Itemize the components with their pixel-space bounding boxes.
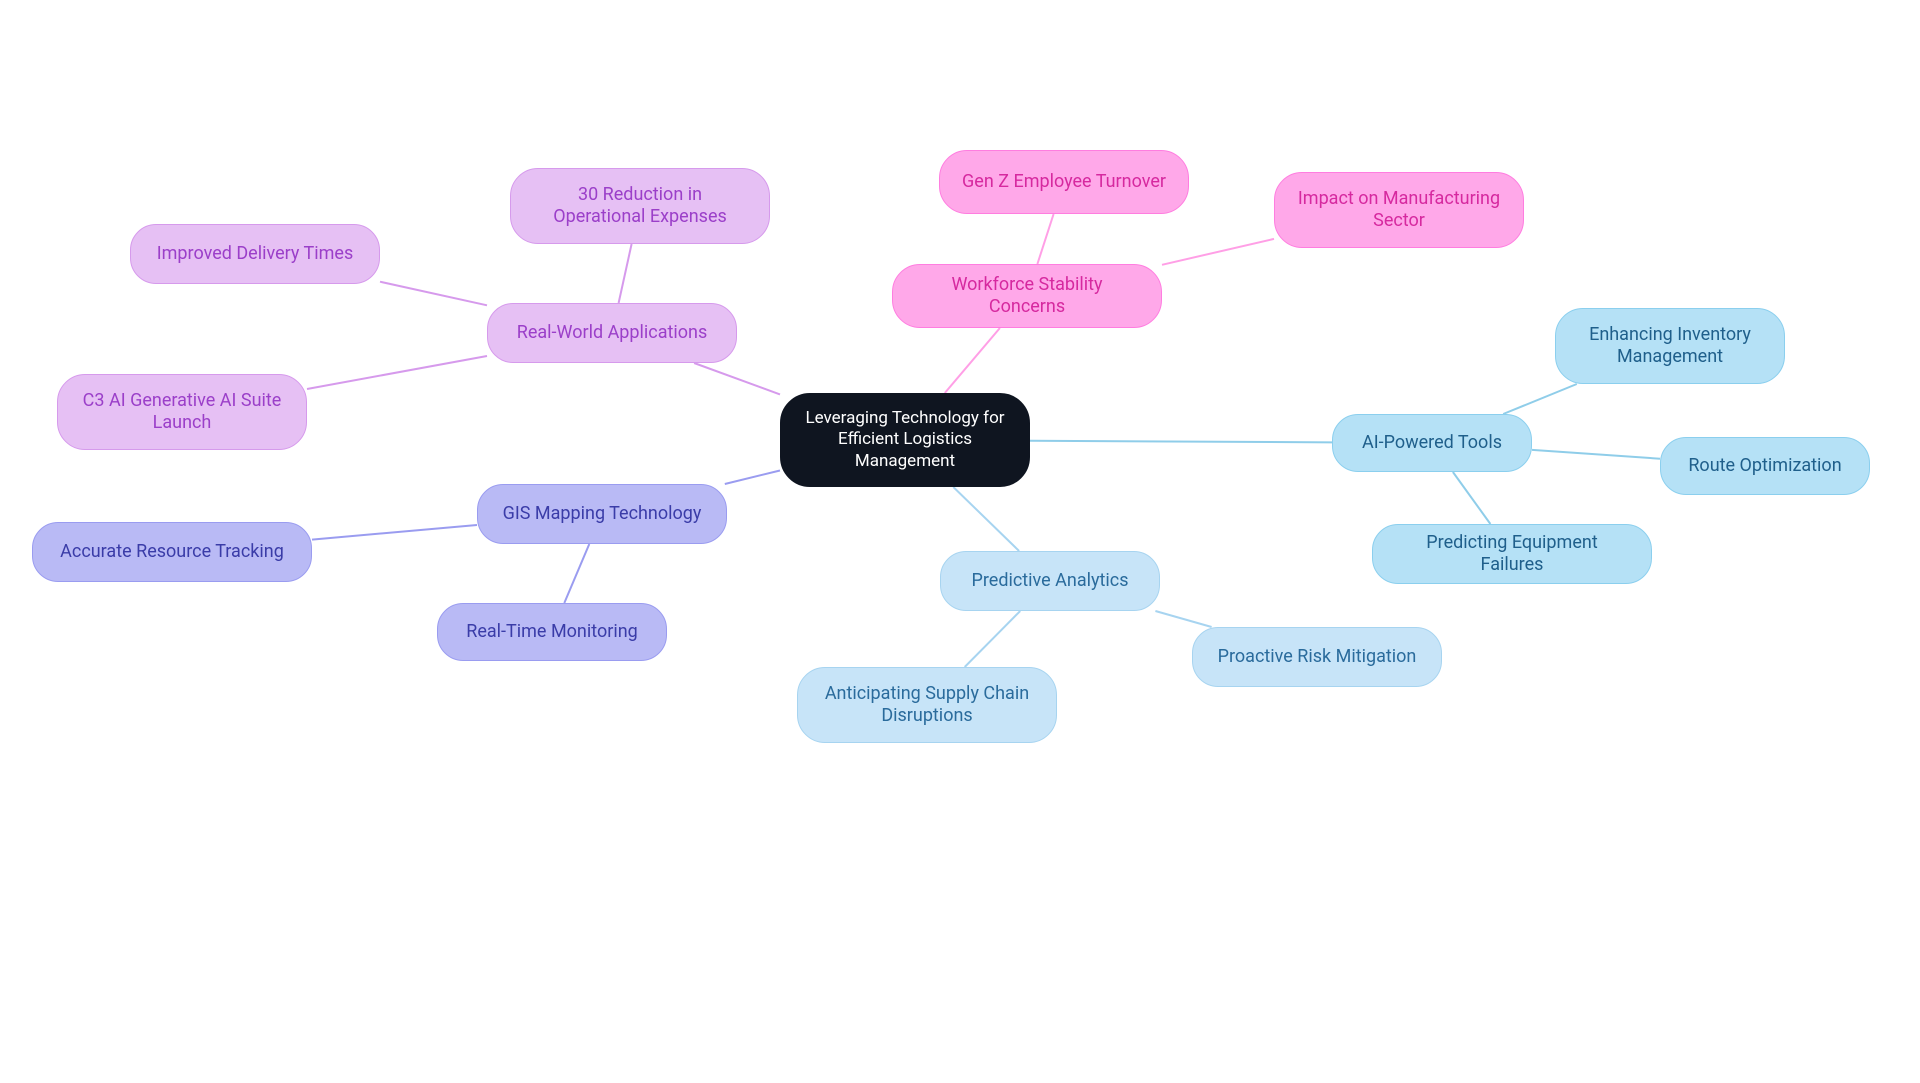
node-expenses[interactable]: 30 Reduction in Operational Expenses: [510, 168, 770, 244]
edge-realworld-c3ai: [307, 356, 487, 389]
node-label: Predicting Equipment Failures: [1395, 532, 1629, 577]
node-route[interactable]: Route Optimization: [1660, 437, 1870, 495]
node-supply[interactable]: Anticipating Supply Chain Disruptions: [797, 667, 1057, 743]
node-label: Anticipating Supply Chain Disruptions: [820, 683, 1034, 728]
node-label: GIS Mapping Technology: [503, 503, 702, 526]
node-realworld[interactable]: Real-World Applications: [487, 303, 737, 363]
node-mfg[interactable]: Impact on Manufacturing Sector: [1274, 172, 1524, 248]
node-label: AI-Powered Tools: [1362, 432, 1502, 455]
edge-center-ai: [1030, 441, 1332, 443]
edge-ai-route: [1532, 450, 1660, 459]
edge-predictive-supply: [965, 611, 1021, 667]
node-equip[interactable]: Predicting Equipment Failures: [1372, 524, 1652, 584]
edge-realworld-expenses: [619, 244, 632, 303]
node-label: 30 Reduction in Operational Expenses: [533, 184, 747, 229]
node-label: Leveraging Technology for Efficient Logi…: [803, 408, 1007, 472]
node-inventory[interactable]: Enhancing Inventory Management: [1555, 308, 1785, 384]
node-genz[interactable]: Gen Z Employee Turnover: [939, 150, 1189, 214]
edge-gis-realtime: [564, 544, 589, 603]
edge-ai-inventory: [1503, 384, 1577, 414]
node-label: Real-World Applications: [517, 322, 708, 345]
node-realtime[interactable]: Real-Time Monitoring: [437, 603, 667, 661]
node-label: Predictive Analytics: [971, 570, 1128, 593]
node-ai[interactable]: AI-Powered Tools: [1332, 414, 1532, 472]
node-label: C3 AI Generative AI Suite Launch: [80, 390, 284, 435]
edge-center-realworld: [694, 363, 780, 394]
node-label: Improved Delivery Times: [157, 243, 354, 266]
edge-center-workforce: [945, 328, 1000, 393]
edge-workforce-mfg: [1162, 239, 1274, 265]
node-predictive[interactable]: Predictive Analytics: [940, 551, 1160, 611]
node-label: Gen Z Employee Turnover: [962, 171, 1166, 194]
node-workforce[interactable]: Workforce Stability Concerns: [892, 264, 1162, 328]
node-risk[interactable]: Proactive Risk Mitigation: [1192, 627, 1442, 687]
edge-ai-equip: [1453, 472, 1491, 524]
node-label: Real-Time Monitoring: [466, 621, 638, 644]
edge-predictive-risk: [1155, 611, 1211, 627]
edge-center-predictive: [953, 487, 1019, 551]
node-label: Accurate Resource Tracking: [60, 541, 284, 564]
node-label: Impact on Manufacturing Sector: [1297, 188, 1501, 233]
node-label: Enhancing Inventory Management: [1578, 324, 1762, 369]
node-label: Workforce Stability Concerns: [915, 274, 1139, 319]
node-label: Route Optimization: [1688, 455, 1841, 478]
node-c3ai[interactable]: C3 AI Generative AI Suite Launch: [57, 374, 307, 450]
edge-gis-resource: [312, 525, 477, 540]
node-resource[interactable]: Accurate Resource Tracking: [32, 522, 312, 582]
node-delivery[interactable]: Improved Delivery Times: [130, 224, 380, 284]
node-center[interactable]: Leveraging Technology for Efficient Logi…: [780, 393, 1030, 487]
mindmap-canvas: Leveraging Technology for Efficient Logi…: [0, 0, 1920, 1083]
node-label: Proactive Risk Mitigation: [1218, 646, 1417, 669]
edge-center-gis: [725, 471, 780, 485]
edge-workforce-genz: [1037, 214, 1053, 264]
node-gis[interactable]: GIS Mapping Technology: [477, 484, 727, 544]
edge-realworld-delivery: [380, 282, 487, 306]
